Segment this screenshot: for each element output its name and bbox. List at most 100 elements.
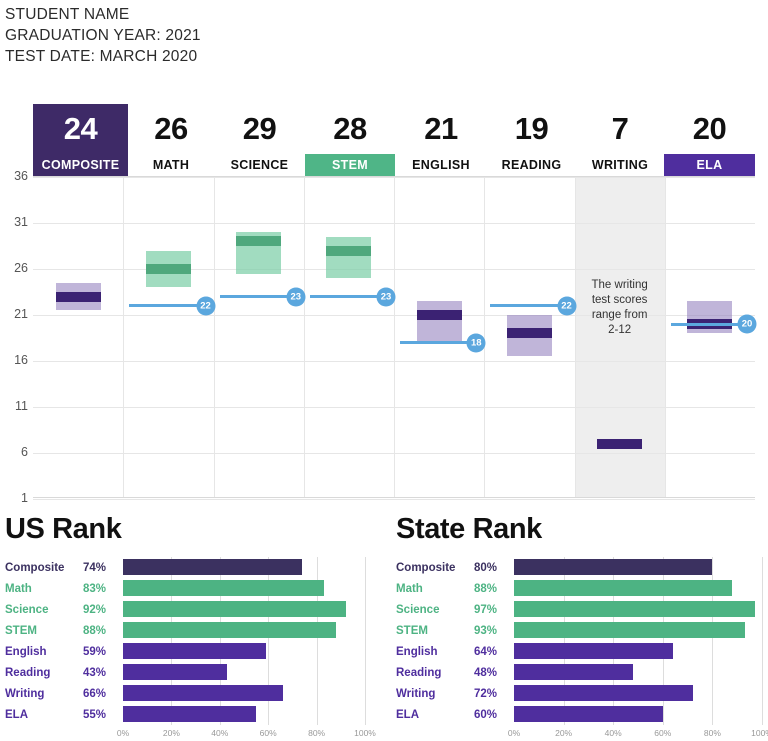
us-rank-title: US Rank bbox=[5, 513, 122, 545]
rank-axis-tick: 40% bbox=[211, 728, 229, 738]
average-score-marker: 18 bbox=[466, 333, 486, 353]
rank-percent-label: 59% bbox=[83, 645, 107, 658]
score-value: 28 bbox=[333, 111, 367, 146]
rank-subject-label: STEM bbox=[396, 624, 428, 637]
y-axis-tick: 31 bbox=[14, 215, 28, 229]
rank-percent-label: 48% bbox=[474, 666, 498, 679]
rank-percent-label: 92% bbox=[83, 603, 107, 616]
score-label: STEM bbox=[305, 154, 395, 176]
score-cell-english: 21 ENGLISH bbox=[395, 104, 487, 180]
average-score-marker: 20 bbox=[737, 314, 757, 334]
chart-gridline-vertical bbox=[123, 177, 125, 497]
rank-row: Writing 66% bbox=[5, 683, 366, 704]
state-rank-rows: Composite 80% Math 88% Science 97% STEM 93% Engl… bbox=[396, 557, 763, 725]
chart-gridline-vertical bbox=[303, 177, 305, 497]
score-box: 24 COMPOSITE bbox=[33, 104, 128, 176]
chart-gridline-vertical bbox=[484, 177, 486, 497]
score-box: 7 WRITING bbox=[576, 104, 664, 180]
rank-bar bbox=[123, 685, 283, 701]
rank-bar-track bbox=[123, 683, 366, 704]
score-cell-reading: 19 READING bbox=[487, 104, 576, 180]
rank-axis-tick: 0% bbox=[116, 728, 130, 738]
score-marker-bar bbox=[597, 439, 643, 450]
graduation-year: GRADUATION YEAR: 2021 bbox=[5, 27, 201, 44]
rank-bar-track bbox=[123, 620, 366, 641]
subject-score-header: 24 COMPOSITE 26 MATH 29 SCIENCE 28 STEM 21 ENGLIS… bbox=[33, 104, 755, 180]
rank-gridline bbox=[365, 557, 366, 578]
rank-gridline bbox=[762, 662, 763, 683]
rank-subject-label: Science bbox=[396, 603, 440, 616]
score-range-band bbox=[145, 250, 191, 288]
chart-gridline-vertical bbox=[574, 177, 576, 497]
rank-gridline bbox=[365, 704, 366, 725]
test-date: TEST DATE: MARCH 2020 bbox=[5, 48, 198, 65]
average-score-marker: 22 bbox=[557, 296, 576, 316]
rank-subject-label: Composite bbox=[396, 561, 456, 574]
rank-gridline bbox=[365, 683, 366, 704]
rank-bar-track bbox=[514, 620, 763, 641]
rank-row: ELA 55% bbox=[5, 704, 366, 725]
score-cell-composite: 24 COMPOSITE bbox=[33, 104, 128, 176]
y-axis-tick: 16 bbox=[14, 353, 28, 367]
rank-gridline bbox=[762, 704, 763, 725]
rank-gridline bbox=[712, 683, 714, 704]
us-rank-axis: 0% 20% 40% 60% 80% 100% bbox=[5, 725, 376, 741]
chart-gridline-vertical bbox=[213, 177, 215, 497]
score-cell-math: 26 MATH bbox=[128, 104, 214, 180]
rank-axis-tick: 20% bbox=[162, 728, 180, 738]
rank-percent-label: 80% bbox=[474, 561, 498, 574]
average-score-line bbox=[490, 304, 567, 308]
writing-range-annotation: The writing test scores range from 2-12 bbox=[581, 278, 659, 338]
average-score-line bbox=[670, 322, 747, 326]
rank-row: Math 83% bbox=[5, 578, 366, 599]
student-info-block: STUDENT NAME GRADUATION YEAR: 2021 TEST … bbox=[5, 4, 201, 67]
rank-percent-label: 88% bbox=[474, 582, 498, 595]
score-box: 20 ELA bbox=[664, 104, 755, 176]
score-cell-ela: 20 ELA bbox=[664, 104, 755, 176]
rank-bar-track bbox=[123, 557, 366, 578]
score-marker-bar bbox=[416, 309, 462, 320]
rank-gridline bbox=[268, 704, 270, 725]
chart-gridline-vertical bbox=[664, 177, 666, 497]
rank-bar-track bbox=[514, 641, 763, 662]
rank-gridline bbox=[712, 704, 714, 725]
rank-subject-label: Math bbox=[396, 582, 423, 595]
rank-percent-label: 72% bbox=[474, 687, 498, 700]
rank-bar bbox=[514, 643, 673, 659]
rank-gridline bbox=[712, 557, 714, 578]
rank-subject-label: Science bbox=[5, 603, 49, 616]
rank-subject-label: Reading bbox=[5, 666, 51, 679]
rank-subject-label: Writing bbox=[5, 687, 45, 700]
score-cell-stem: 28 STEM bbox=[305, 104, 395, 176]
score-marker-bar bbox=[326, 245, 372, 256]
rank-row: Science 97% bbox=[396, 599, 763, 620]
rank-bar bbox=[514, 580, 733, 596]
rank-axis-tick: 80% bbox=[308, 728, 326, 738]
rank-row: Composite 74% bbox=[5, 557, 366, 578]
score-range-band bbox=[326, 236, 372, 279]
score-marker-bar bbox=[236, 236, 282, 247]
score-box: 29 SCIENCE bbox=[214, 104, 305, 180]
rank-gridline bbox=[762, 578, 763, 599]
score-marker-bar bbox=[55, 291, 101, 302]
rank-gridline bbox=[762, 641, 763, 662]
rank-bar bbox=[514, 601, 755, 617]
score-value: 7 bbox=[611, 111, 629, 146]
y-axis-tick: 6 bbox=[21, 445, 28, 459]
rank-percent-label: 43% bbox=[83, 666, 107, 679]
score-range-band bbox=[506, 315, 552, 357]
rank-gridline bbox=[316, 704, 318, 725]
rank-row: English 64% bbox=[396, 641, 763, 662]
rank-gridline bbox=[762, 557, 763, 578]
rank-percent-label: 83% bbox=[83, 582, 107, 595]
y-axis-tick: 36 bbox=[14, 169, 28, 183]
rank-gridline bbox=[712, 641, 714, 662]
state-rank-title: State Rank bbox=[396, 513, 542, 545]
average-score-line bbox=[129, 304, 206, 308]
rank-bar bbox=[514, 622, 745, 638]
rank-row: STEM 93% bbox=[396, 620, 763, 641]
y-axis-tick: 11 bbox=[15, 399, 28, 413]
annotation-line: test scores bbox=[591, 294, 648, 307]
rank-bar bbox=[514, 559, 713, 575]
